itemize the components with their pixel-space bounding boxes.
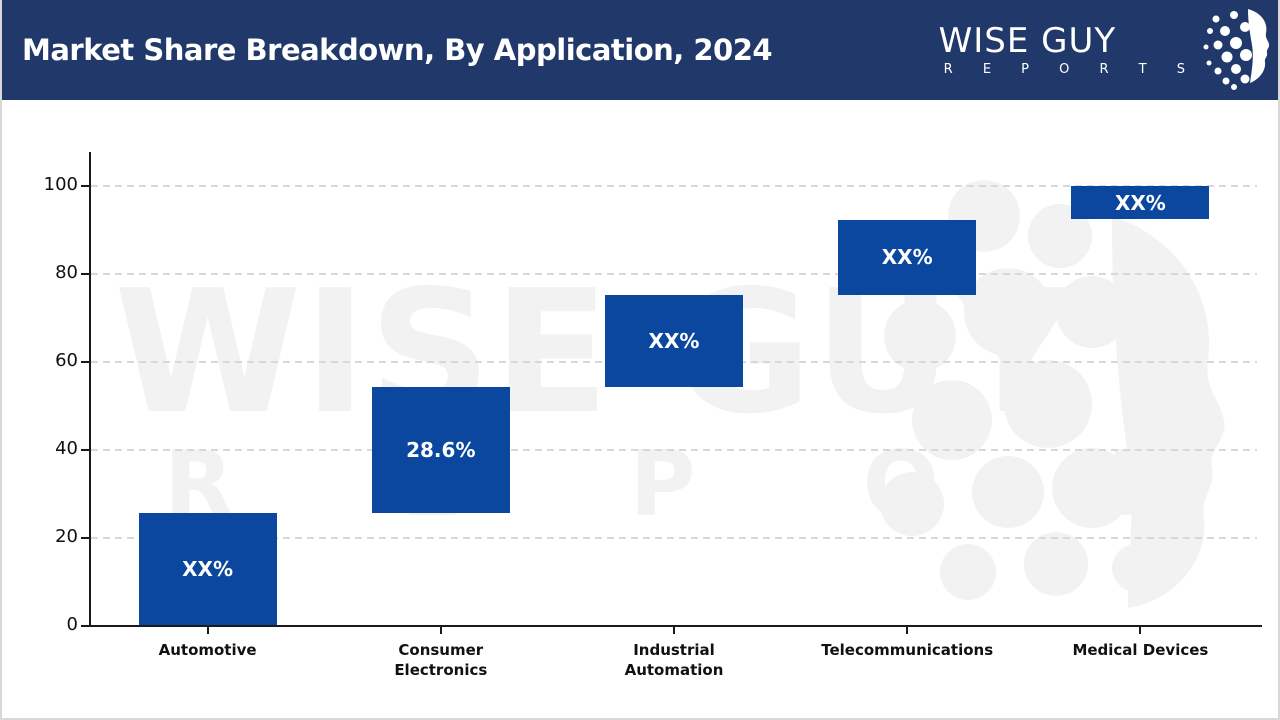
gridline xyxy=(91,537,1257,539)
brand-logo: WISE GUY R E P O R T S xyxy=(939,0,1270,100)
gridline xyxy=(91,185,1257,187)
y-axis-tick xyxy=(81,625,89,627)
y-axis-tick xyxy=(81,273,89,275)
y-tick-label: 80 xyxy=(55,262,78,283)
category-label: Consumer Electronics xyxy=(394,641,488,679)
category-label: Automotive xyxy=(158,641,257,659)
gridline xyxy=(91,449,1257,451)
bar: XX% xyxy=(1071,186,1210,220)
category-label: Industrial Automation xyxy=(624,641,724,679)
x-axis-tick xyxy=(1139,627,1142,634)
y-axis-line xyxy=(89,152,91,627)
bar: 28.6% xyxy=(371,387,510,513)
bar-value-label: XX% xyxy=(648,328,700,353)
logo-face-icon xyxy=(1203,9,1270,90)
logo-subtext: R E P O R T S xyxy=(943,62,1198,77)
x-axis-tick xyxy=(906,627,909,634)
gridline xyxy=(91,273,1257,275)
watermark-face-icon xyxy=(876,180,1225,608)
header-bar: Market Share Breakdown, By Application, … xyxy=(2,0,1278,100)
x-axis-line xyxy=(88,625,1262,627)
category-label: Medical Devices xyxy=(1072,641,1209,659)
y-tick-label: 40 xyxy=(55,438,78,459)
bar: XX% xyxy=(838,220,977,295)
logo-wordmark: WISE GUY xyxy=(938,21,1117,61)
x-axis-tick xyxy=(673,627,675,634)
y-tick-label: 100 xyxy=(43,174,78,195)
y-axis-tick xyxy=(81,449,89,451)
bar-value-label: XX% xyxy=(182,557,234,582)
bar-value-label: XX% xyxy=(881,245,933,270)
x-axis-tick xyxy=(206,627,209,634)
y-axis-tick xyxy=(81,361,89,363)
category-label: Telecommunications xyxy=(821,641,994,659)
x-axis-tick xyxy=(439,627,442,634)
y-axis-tick xyxy=(81,537,89,539)
page-title: Market Share Breakdown, By Application, … xyxy=(22,33,773,67)
bar: XX% xyxy=(138,512,277,626)
y-axis-tick xyxy=(81,185,89,187)
y-tick-label: 60 xyxy=(55,350,78,371)
bar: XX% xyxy=(605,295,743,387)
y-tick-label: 0 xyxy=(66,614,78,635)
bar-value-label: XX% xyxy=(1114,190,1166,215)
y-tick-label: 20 xyxy=(55,526,78,547)
bar-value-label: 28.6% xyxy=(406,437,476,462)
